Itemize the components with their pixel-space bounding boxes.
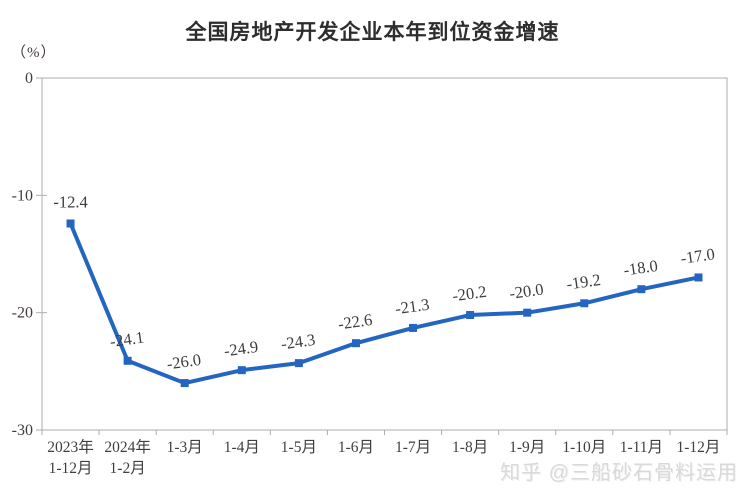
- x-axis-label: 1-6月: [338, 439, 374, 456]
- x-axis-label: 1-4月: [224, 439, 260, 456]
- x-axis-label: 1-10月: [562, 439, 606, 456]
- x-axis-label: 2024年: [104, 438, 151, 456]
- chart-title: 全国房地产开发企业本年到位资金增速: [185, 21, 560, 44]
- data-label: -17.0: [679, 244, 716, 268]
- data-label: -22.6: [337, 310, 374, 334]
- series-line: [68, 221, 701, 386]
- data-point-marker: [409, 323, 418, 332]
- y-axis-tick-label: -10: [12, 187, 33, 204]
- x-axis-label: 1-8月: [452, 439, 488, 456]
- data-label: -24.3: [280, 330, 317, 354]
- data-point-marker: [351, 339, 360, 348]
- y-axis-tick-label: -20: [12, 305, 33, 322]
- data-label: -24.9: [223, 337, 260, 361]
- data-label: -20.0: [508, 279, 545, 303]
- y-axis-tick-label: 0: [25, 70, 33, 87]
- data-point-marker: [180, 379, 189, 388]
- data-point-marker: [580, 299, 589, 308]
- data-label: -19.2: [565, 270, 602, 294]
- data-label: -26.0: [166, 350, 203, 374]
- data-point-marker: [294, 359, 303, 368]
- x-axis-label: 1-11月: [620, 439, 663, 456]
- x-axis-label: 1-12月: [676, 439, 720, 456]
- data-label: -18.0: [622, 256, 659, 280]
- y-axis-tick-label: -30: [12, 422, 33, 439]
- x-axis-label: 1-5月: [281, 439, 317, 456]
- data-point-marker: [123, 356, 132, 365]
- x-axis-label-line2: 1-12月: [49, 460, 93, 477]
- plot-border: [41, 77, 728, 431]
- data-point-marker: [637, 285, 646, 294]
- data-point-marker: [523, 308, 532, 317]
- data-point-marker: [466, 311, 475, 320]
- x-axis-label-line2: 1-2月: [110, 460, 146, 477]
- x-axis-label: 1-3月: [167, 439, 203, 456]
- data-point-marker: [237, 366, 246, 375]
- data-label: -20.2: [451, 282, 488, 306]
- y-axis-unit-label: （%）: [11, 45, 57, 61]
- x-axis-label: 1-7月: [395, 439, 431, 456]
- x-axis-label: 1-9月: [509, 439, 545, 456]
- data-label: -21.3: [394, 295, 431, 319]
- data-point-marker: [694, 273, 703, 282]
- data-label: -12.4: [53, 192, 87, 211]
- watermark-text: 知乎 @三船砂石骨料运用: [500, 462, 738, 484]
- data-label: -24.1: [109, 328, 146, 352]
- x-axis-label: 2023年: [47, 438, 94, 456]
- data-point-marker: [66, 219, 75, 228]
